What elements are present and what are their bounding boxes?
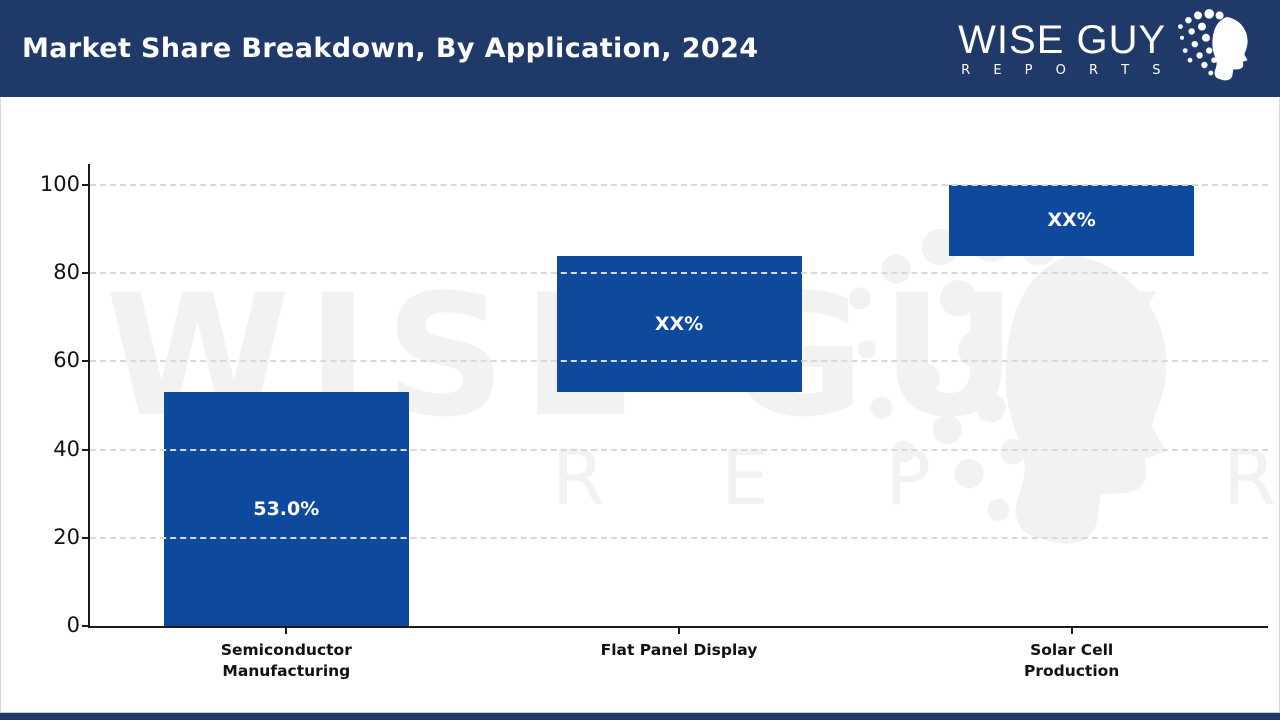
y-tick-label-0: 0 xyxy=(66,613,80,637)
wise-guy-face-icon xyxy=(1178,8,1248,80)
footer-bar xyxy=(0,712,1280,720)
bar-label-2: XX% xyxy=(654,312,704,335)
y-tick-label-80: 80 xyxy=(53,260,80,285)
y-tick-mark-20 xyxy=(82,536,90,539)
y-tick-mark-80 xyxy=(82,272,90,275)
logo-wordmark: WISE GUY xyxy=(958,17,1167,62)
bar-label-1: 53.0% xyxy=(253,498,320,521)
y-tick-label-40: 40 xyxy=(53,436,80,461)
x-tick-label-2: Flat Panel Display xyxy=(600,641,758,659)
x-tick-label-3: Solar Cell Production xyxy=(1023,641,1120,680)
y-tick-label-100: 100 xyxy=(39,172,80,196)
y-tick-label-60: 60 xyxy=(53,348,80,373)
bar-label-3: XX% xyxy=(1047,209,1096,232)
y-tick-label-20: 20 xyxy=(53,524,80,549)
y-tick-mark-0 xyxy=(82,625,90,627)
bar-2: XX% xyxy=(556,255,802,393)
logo-text: WISE GUY R E P O R T S xyxy=(958,20,1170,78)
x-tick-label-1: Semiconductor Manufacturing xyxy=(220,641,352,680)
bar-1: 53.0% xyxy=(163,392,409,626)
y-tick-mark-60 xyxy=(82,360,90,363)
wise-guy-logo: WISE GUY R E P O R T S xyxy=(958,8,1256,89)
plot-area: 0 20 40 60 80 100 53.0% Semiconductor Manufactu… xyxy=(40,164,1268,680)
gridline-40 xyxy=(90,448,1268,451)
gridline-20 xyxy=(90,536,1268,539)
x-tick-mark-1 xyxy=(285,626,288,634)
gridline-60 xyxy=(90,360,1268,363)
header: Market Share Breakdown, By Application, … xyxy=(0,0,1280,97)
y-tick-mark-100 xyxy=(82,184,90,186)
bar-3: XX% xyxy=(949,185,1195,256)
y-tick-mark-40 xyxy=(82,448,90,451)
x-tick-mark-3 xyxy=(1070,626,1073,634)
gridline-100 xyxy=(90,184,1268,186)
logo-subtitle: R E P O R T S xyxy=(961,62,1170,78)
gridline-80 xyxy=(90,272,1268,275)
x-tick-mark-2 xyxy=(678,626,680,634)
chart-title: Market Share Breakdown, By Application, … xyxy=(22,33,759,64)
